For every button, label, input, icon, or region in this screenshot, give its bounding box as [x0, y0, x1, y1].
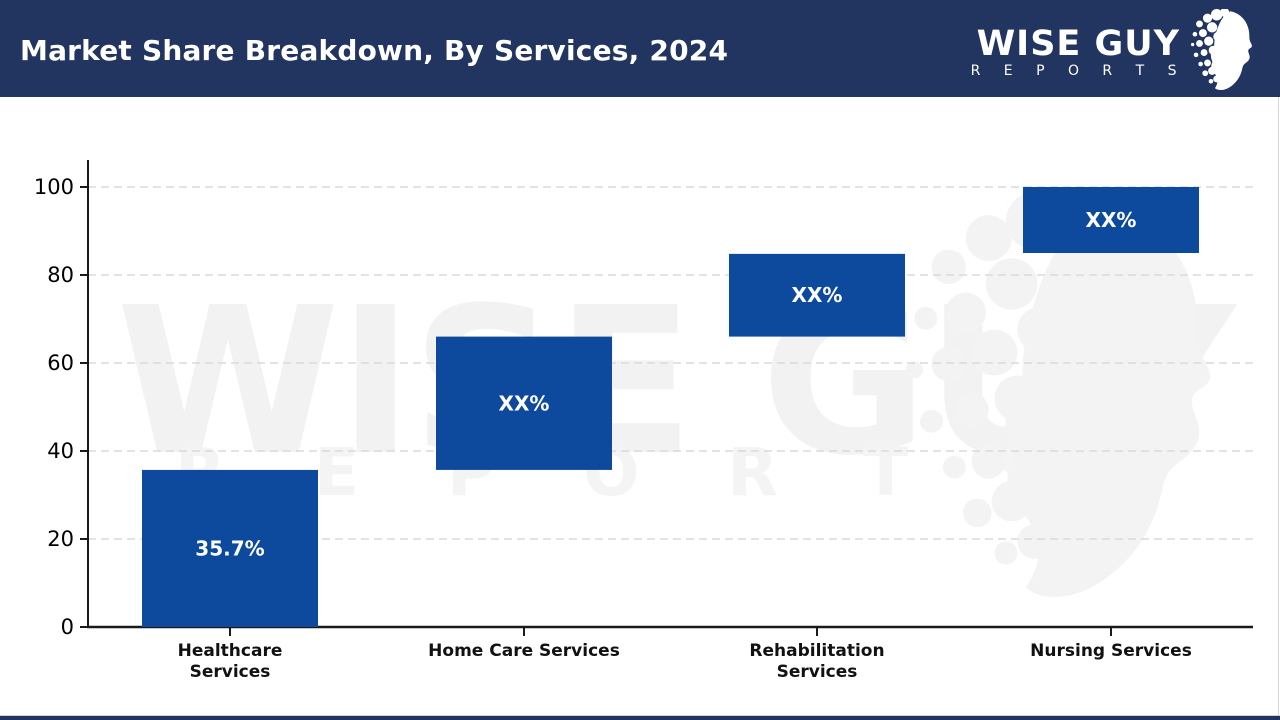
category-label-1-line-0: Home Care Services	[428, 641, 620, 661]
brand-name: WISE GUY	[976, 24, 1180, 64]
brand-logo: WISE GUY R E P O R T S	[971, 4, 1266, 94]
brand-head-icon	[1190, 9, 1252, 91]
brand-subname: R E P O R T S	[970, 63, 1186, 79]
y-tick-label-60: 60	[47, 351, 74, 375]
y-tick-label-20: 20	[47, 527, 74, 551]
bar-0	[142, 469, 318, 627]
bar-label-1: XX%	[499, 391, 550, 415]
page-title: Market Share Breakdown, By Services, 202…	[20, 34, 729, 67]
y-tick-label-100: 100	[34, 175, 74, 199]
right-border-line	[1278, 97, 1279, 715]
category-label-0-line-0: Healthcare	[178, 641, 283, 661]
header-bar: Market Share Breakdown, By Services, 202…	[0, 0, 1280, 97]
category-label-3-line-0: Nursing Services	[1030, 641, 1192, 661]
category-label-2-line-1: Services	[777, 662, 858, 682]
footer-hairline	[0, 715, 1280, 716]
y-tick-label-80: 80	[47, 263, 74, 287]
category-label-0-line-1: Services	[190, 662, 271, 682]
bar-1	[436, 336, 612, 470]
y-tick-label-0: 0	[61, 615, 74, 639]
bar-label-0: 35.7%	[195, 536, 264, 560]
brand-logo-text: WISE GUY R E P O R T S	[971, 26, 1180, 80]
footer-bar	[0, 716, 1280, 720]
bar-2	[729, 253, 905, 337]
bar-3	[1023, 187, 1199, 253]
y-tick-label-40: 40	[47, 439, 74, 463]
bar-label-3: XX%	[1086, 208, 1137, 232]
category-label-2-line-0: Rehabilitation	[749, 641, 884, 661]
bar-label-2: XX%	[792, 283, 843, 307]
